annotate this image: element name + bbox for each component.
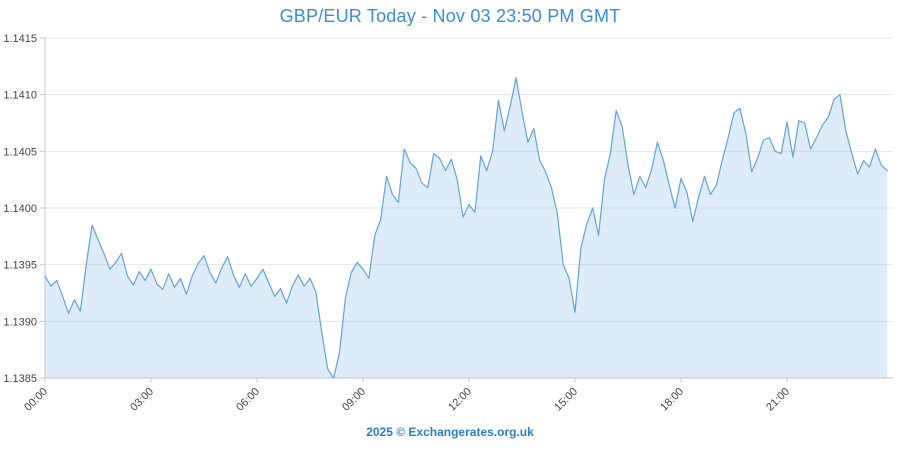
y-axis-tick-label: 1.1400 (3, 203, 37, 215)
x-axis-tick-label: 06:00 (234, 386, 262, 414)
y-axis-tick-label: 1.1385 (3, 373, 37, 385)
x-axis-tick-label: 09:00 (340, 386, 368, 414)
x-axis-tick-label: 15:00 (552, 386, 580, 414)
series-line (44, 77, 888, 379)
chart-title: GBP/EUR Today - Nov 03 23:50 PM GMT (279, 6, 621, 26)
footer-copyright-link[interactable]: 2025 © Exchangerates.org.uk (366, 425, 534, 439)
x-axis-tick-label: 03:00 (128, 386, 156, 414)
y-axis-tick-label: 1.1410 (3, 90, 37, 102)
y-axis-tick-label: 1.1405 (3, 146, 37, 158)
y-axis-tick-label: 1.1415 (3, 33, 37, 45)
x-axis-tick-label: 12:00 (446, 386, 474, 414)
x-axis-tick-label: 18:00 (658, 386, 686, 414)
series-area-fill (45, 77, 888, 379)
y-axis-tick-label: 1.1390 (3, 316, 37, 328)
y-axis-tick-label: 1.1395 (3, 260, 37, 272)
x-axis-tick-label: 00:00 (22, 386, 50, 414)
x-axis-tick-label: 21:00 (764, 386, 792, 414)
